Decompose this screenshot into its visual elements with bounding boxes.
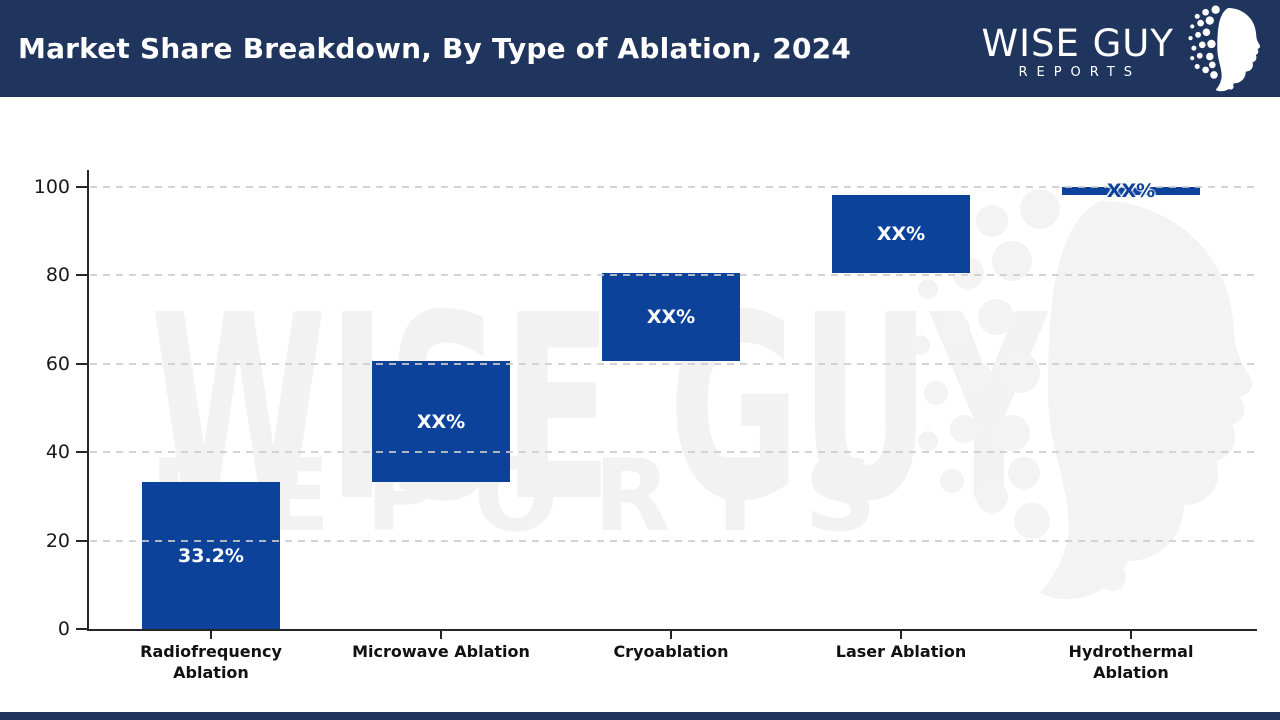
y-tick: [76, 451, 88, 454]
gridline-100: [90, 186, 1256, 188]
logo-text: WISE GUY REPORTS: [982, 25, 1174, 80]
wiseguy-face-icon: [1188, 5, 1260, 92]
y-tick-label: 40: [45, 441, 70, 464]
x-tick: [210, 631, 212, 639]
y-tick: [76, 628, 88, 630]
x-category-label: Hydrothermal Ablation: [1016, 642, 1246, 684]
bar-5: [1062, 187, 1200, 195]
x-category-line: Radiofrequency: [140, 642, 282, 661]
x-category-label: Cryoablation: [556, 642, 786, 663]
bar-4: [832, 194, 970, 273]
bar-value-label: XX%: [1106, 179, 1156, 202]
x-category-line: Ablation: [173, 662, 249, 682]
bar-value-label: XX%: [876, 222, 926, 245]
x-category-line: Microwave Ablation: [352, 642, 530, 661]
y-tick: [76, 539, 88, 542]
x-category-line: Ablation: [1093, 662, 1169, 682]
header-bar: Market Share Breakdown, By Type of Ablat…: [0, 0, 1280, 97]
x-category-label: Microwave Ablation: [326, 642, 556, 663]
chart-title: Market Share Breakdown, By Type of Ablat…: [18, 32, 852, 65]
y-tick: [76, 362, 88, 365]
y-tick: [76, 274, 88, 277]
x-category-line: Hydrothermal: [1068, 642, 1194, 661]
x-category-label: Radiofrequency Ablation: [96, 642, 326, 684]
gridline-80: [90, 274, 1256, 277]
footer-bar: [0, 712, 1280, 720]
bar-value-label: 33.2%: [178, 544, 244, 567]
logo-tagline: REPORTS: [1018, 64, 1142, 80]
gridline-20: [90, 539, 1256, 542]
watermark-wordmark: WISE GUY: [150, 261, 1047, 558]
gridline-60: [90, 362, 1256, 365]
x-tick: [1130, 631, 1132, 639]
bar-value-label: XX%: [416, 410, 466, 433]
logo-wordmark: WISE GUY: [981, 21, 1174, 65]
x-tick: [440, 631, 442, 639]
y-tick-label: 60: [45, 352, 70, 375]
x-category-line: Cryoablation: [613, 642, 729, 661]
x-tick: [670, 631, 672, 639]
wiseguy-logo: WISE GUY REPORTS: [982, 4, 1268, 94]
y-tick: [76, 186, 88, 188]
y-tick-label: 100: [33, 176, 70, 198]
x-axis-line: [87, 629, 1257, 631]
bar-3: [602, 272, 740, 362]
x-category-label: Laser Ablation: [786, 642, 1016, 663]
y-tick-label: 0: [57, 618, 70, 640]
x-tick: [900, 631, 902, 639]
bar-2: [372, 361, 510, 483]
gridline-40: [90, 451, 1256, 454]
bar-1: [142, 482, 280, 629]
x-category-line: Laser Ablation: [835, 642, 967, 661]
y-tick-label: 80: [45, 264, 70, 287]
y-tick-label: 20: [45, 529, 70, 552]
y-axis-line: [87, 170, 89, 631]
bar-value-label: XX%: [646, 305, 696, 328]
